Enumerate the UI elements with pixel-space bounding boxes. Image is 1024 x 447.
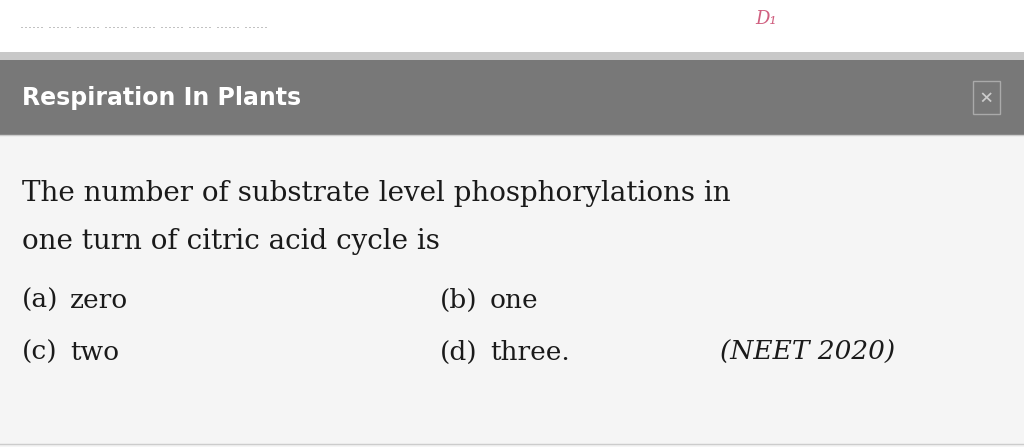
Text: The number of substrate level phosphorylations in: The number of substrate level phosphoryl… (22, 180, 731, 207)
Text: one: one (490, 288, 539, 313)
Text: ...... ...... ...... ...... ...... ...... ...... ...... ......: ...... ...... ...... ...... ...... .....… (20, 18, 268, 31)
Text: three.: three. (490, 340, 569, 365)
Text: D₁: D₁ (755, 10, 776, 28)
Bar (0, 60, 1024, 135)
Text: (c): (c) (22, 340, 57, 365)
Text: one turn of citric acid cycle is: one turn of citric acid cycle is (22, 228, 440, 255)
Bar (0, 0, 1024, 55)
Text: Respiration In Plants: Respiration In Plants (22, 85, 301, 110)
Text: zero: zero (70, 288, 128, 313)
Text: (b): (b) (440, 288, 477, 313)
Bar (0, 135, 1024, 447)
Text: (a): (a) (22, 288, 58, 313)
Bar (0, 52, 1024, 60)
Text: (d): (d) (440, 340, 477, 365)
Text: two: two (70, 340, 119, 365)
Text: ×: × (980, 88, 993, 107)
Text: (NEET 2020): (NEET 2020) (720, 340, 895, 365)
